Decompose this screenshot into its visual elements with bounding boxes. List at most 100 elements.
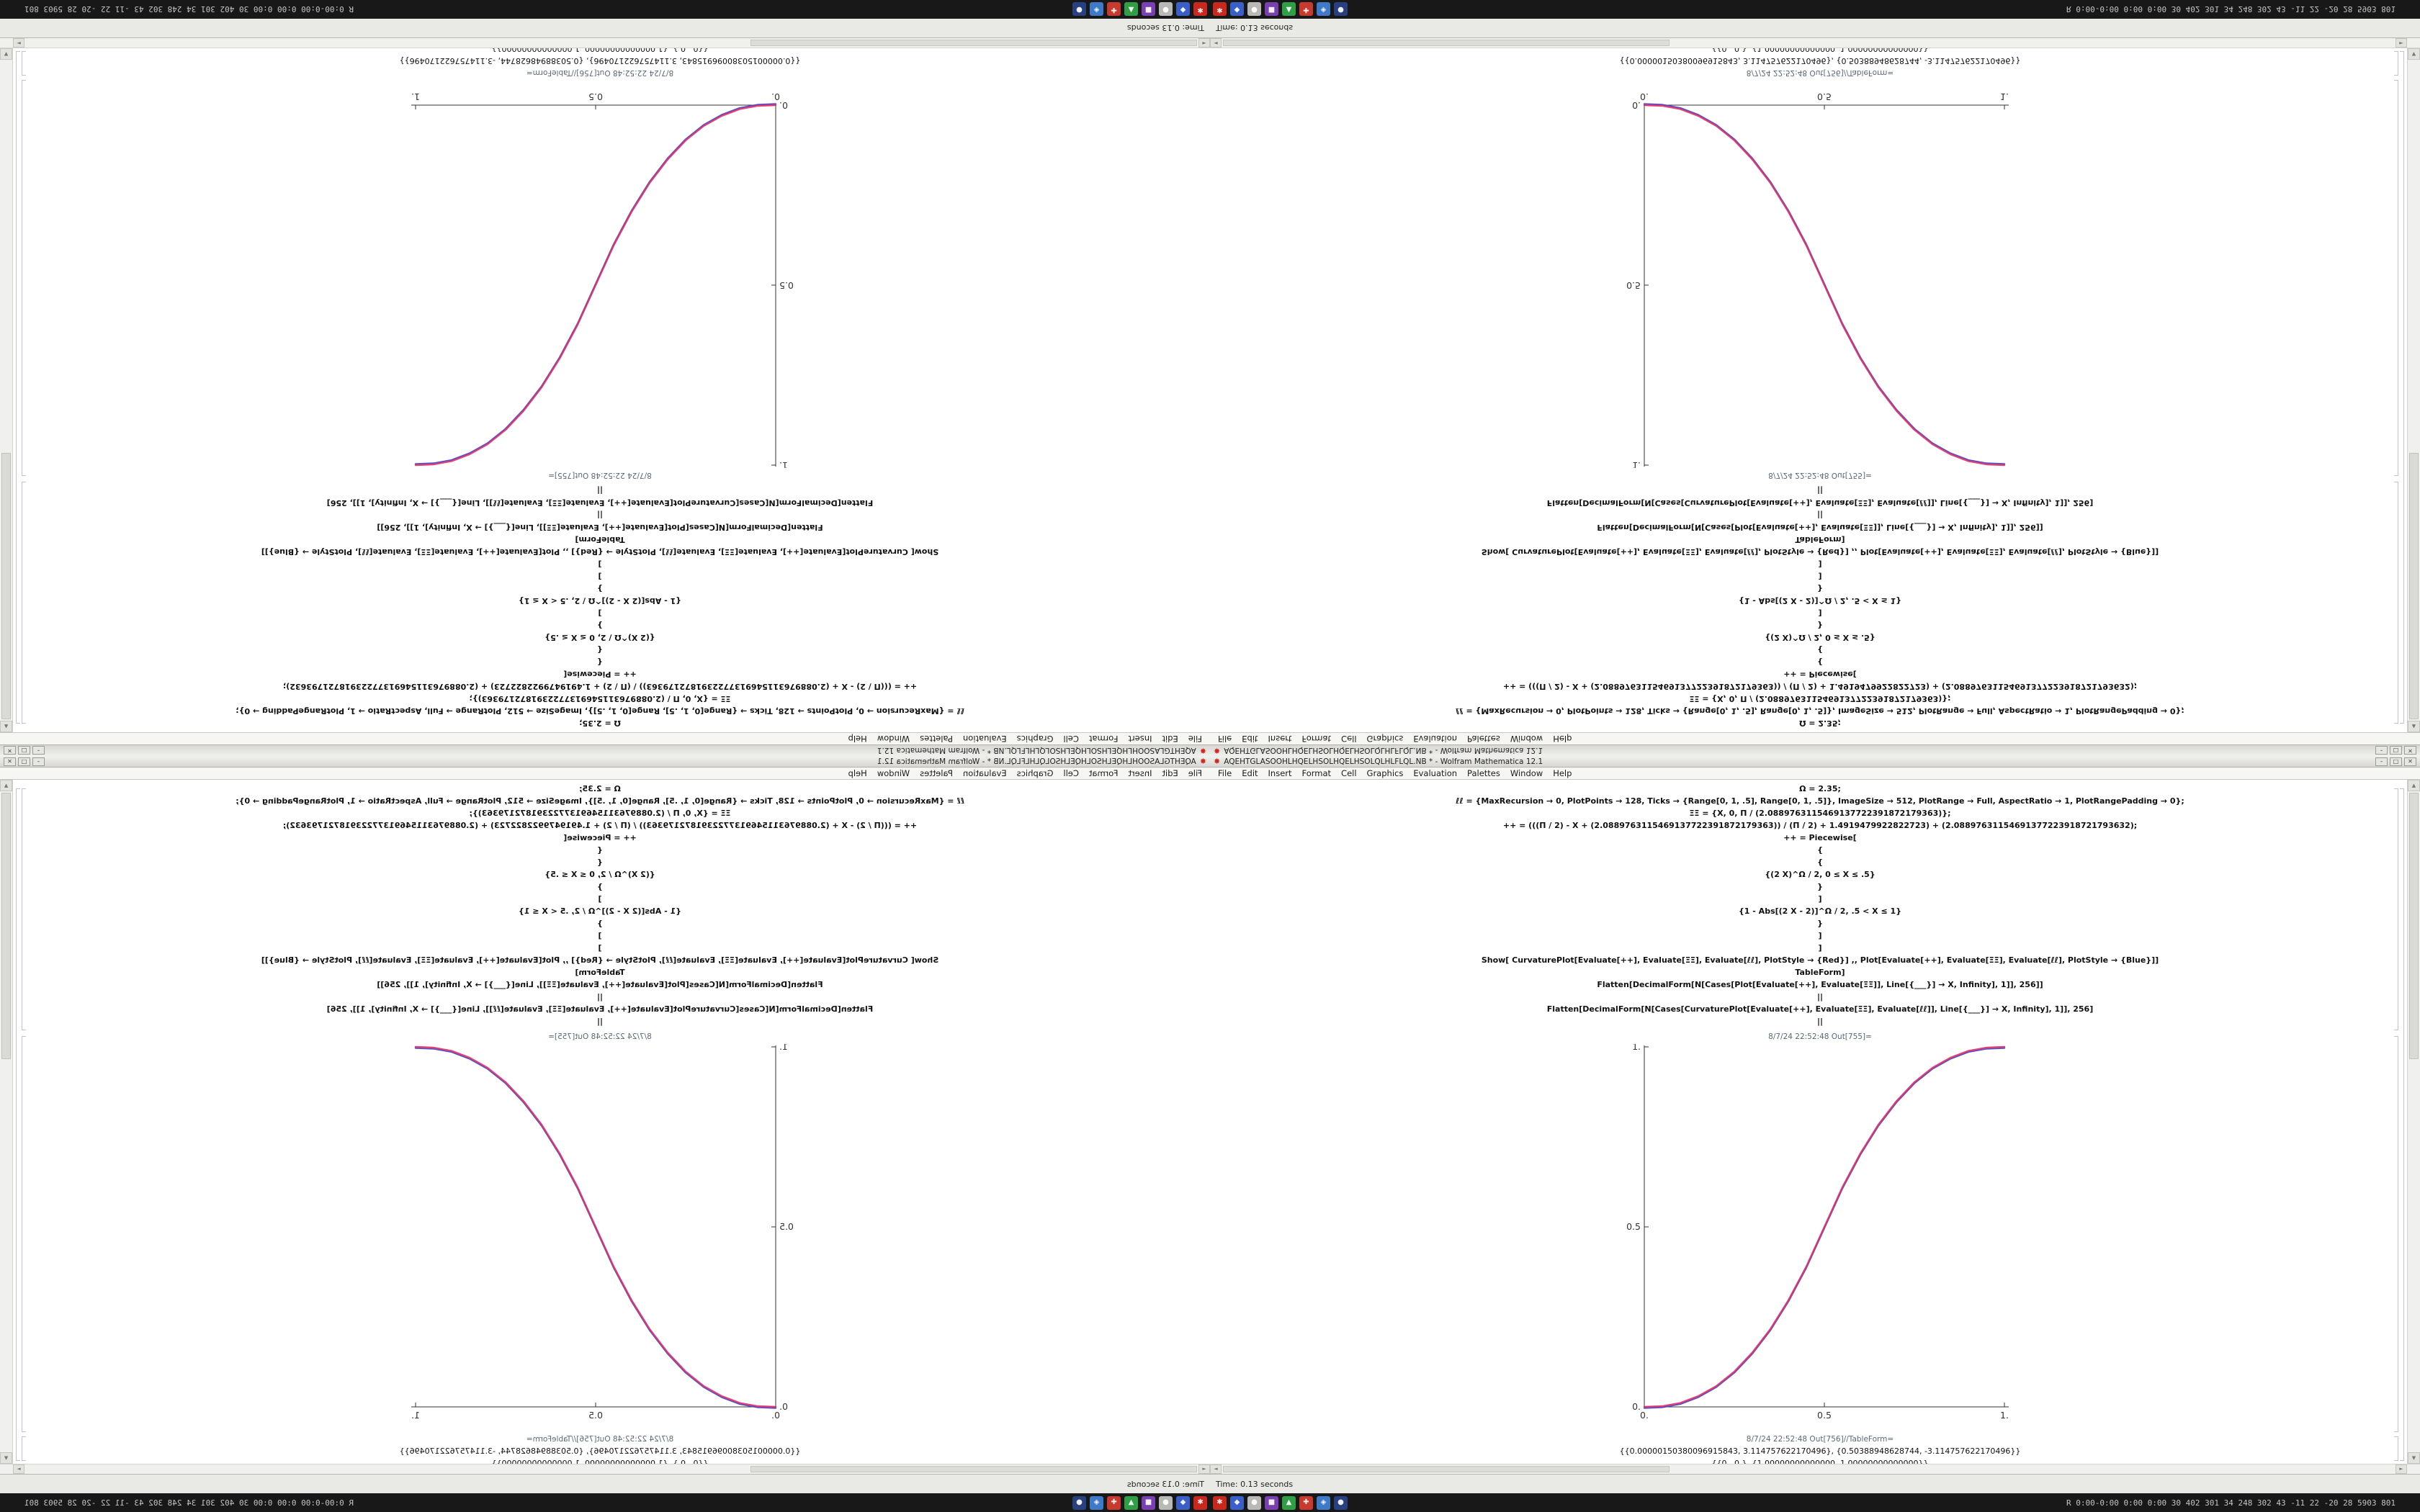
cell-bracket-out-755[interactable]: [22, 1036, 26, 1432]
close-button[interactable]: ✕: [4, 746, 16, 755]
input-cell-line[interactable]: ]: [598, 931, 602, 940]
menu-file[interactable]: File: [1218, 734, 1232, 744]
taskbar-app-icon[interactable]: ✱: [1213, 2, 1227, 17]
menu-window[interactable]: Window: [877, 734, 910, 744]
vertical-scroll-thumb[interactable]: [1, 453, 11, 719]
menu-format[interactable]: Format: [1088, 734, 1119, 744]
taskbar-app-icon[interactable]: ■: [1142, 1495, 1155, 1510]
taskbar-app-icon[interactable]: ●: [1334, 2, 1348, 17]
horizontal-scrollbar[interactable]: ◄ ►: [0, 1464, 1210, 1474]
scroll-left-icon[interactable]: ◄: [1198, 1464, 1210, 1474]
maximize-button[interactable]: □: [2390, 746, 2402, 755]
horizontal-scroll-thumb[interactable]: [1223, 1466, 1670, 1472]
taskbar-app-icon[interactable]: ●: [1247, 2, 1261, 17]
menu-format[interactable]: Format: [1301, 768, 1332, 778]
menu-palettes[interactable]: Palettes: [920, 734, 953, 744]
taskbar-app-icon[interactable]: ✚: [1107, 1495, 1121, 1510]
scroll-up-icon[interactable]: ▲: [0, 780, 12, 791]
input-cell-line[interactable]: }: [597, 919, 603, 928]
menu-evaluation[interactable]: Evaluation: [1413, 734, 1458, 744]
taskbar-app-icon[interactable]: ●: [1334, 1495, 1348, 1510]
horizontal-scrollbar[interactable]: ◄ ►: [1210, 1464, 2420, 1474]
menu-edit[interactable]: Edit: [1242, 734, 1258, 744]
cell-bracket-group[interactable]: [2400, 51, 2404, 724]
cell-bracket-group[interactable]: [16, 788, 20, 1461]
input-cell-line[interactable]: ℓℓ = {MaxRecursion → 0, PlotPoints → 128…: [236, 796, 964, 806]
input-cell-line[interactable]: Flatten[DecimalForm[N[Cases[Plot[Evaluat…: [1597, 980, 2043, 989]
taskbar-app-icon[interactable]: ✚: [1299, 1495, 1313, 1510]
taskbar-app-icon[interactable]: ◆: [1176, 2, 1190, 17]
horizontal-scroll-thumb[interactable]: [750, 40, 1197, 46]
close-button[interactable]: ✕: [2404, 757, 2416, 766]
input-cell-line[interactable]: ΞΞ = {X, 0, Π / (2.088976311546913772239…: [1689, 809, 1951, 818]
horizontal-scroll-thumb[interactable]: [1223, 40, 1670, 46]
menu-file[interactable]: File: [1188, 768, 1202, 778]
taskbar-app-icon[interactable]: ✱: [1193, 2, 1207, 17]
cell-bracket-out-756[interactable]: [2394, 51, 2398, 76]
taskbar-app-icon[interactable]: ●: [1072, 2, 1086, 17]
taskbar-app-icon[interactable]: ●: [1072, 1495, 1086, 1510]
input-cell-line[interactable]: ℓℓ = {MaxRecursion → 0, PlotPoints → 128…: [236, 706, 964, 716]
taskbar-app-icon[interactable]: ●: [1247, 1495, 1261, 1510]
menu-edit[interactable]: Edit: [1162, 734, 1178, 744]
menu-window[interactable]: Window: [1510, 734, 1543, 744]
input-cell-line[interactable]: ]: [1818, 943, 1822, 953]
cell-bracket-inputs[interactable]: [22, 788, 26, 1030]
cell-bracket-inputs[interactable]: [2394, 788, 2398, 1030]
notebook-content[interactable]: Ω = 2.35; ℓℓ = {MaxRecursion → 0, PlotPo…: [0, 780, 1210, 1464]
taskbar-app-icon[interactable]: ▲: [1124, 2, 1138, 17]
input-cell-line[interactable]: {1 - Abs[(2 X - 2)]^Ω / 2, .5 < X ≤ 1}: [518, 596, 682, 606]
scroll-down-icon[interactable]: ▼: [2408, 48, 2420, 60]
horizontal-scroll-thumb[interactable]: [750, 1466, 1197, 1472]
menu-help[interactable]: Help: [1553, 768, 1572, 778]
input-cell-line[interactable]: ||: [1816, 992, 1824, 1002]
menu-file[interactable]: File: [1218, 768, 1232, 778]
input-cell-line[interactable]: }: [597, 584, 603, 593]
input-cell-line[interactable]: }: [597, 882, 603, 891]
taskbar-app-icon[interactable]: ■: [1265, 1495, 1278, 1510]
menu-window[interactable]: Window: [877, 768, 910, 778]
menu-cell[interactable]: Cell: [1063, 734, 1079, 744]
input-cell-line[interactable]: {1 - Abs[(2 X - 2)]^Ω / 2, .5 < X ≤ 1}: [1738, 906, 1902, 916]
input-cell-line[interactable]: {1 - Abs[(2 X - 2)]^Ω / 2, .5 < X ≤ 1}: [518, 906, 682, 916]
input-cell-line[interactable]: ℓℓ = {MaxRecursion → 0, PlotPoints → 128…: [1456, 796, 2184, 806]
taskbar-app-icon[interactable]: ◈: [1090, 2, 1103, 17]
maximize-button[interactable]: □: [18, 757, 30, 766]
input-cell-line[interactable]: ++ = Piecewise[: [563, 670, 637, 679]
input-cell-line[interactable]: }: [597, 621, 603, 630]
menu-cell[interactable]: Cell: [1341, 734, 1357, 744]
vertical-scroll-thumb[interactable]: [2409, 793, 2419, 1059]
menu-palettes[interactable]: Palettes: [1467, 734, 1500, 744]
taskbar-app-icon[interactable]: ■: [1265, 2, 1278, 17]
input-cell-line[interactable]: {: [597, 858, 603, 867]
input-cell-line[interactable]: {: [597, 657, 603, 667]
cell-bracket-group[interactable]: [16, 51, 20, 724]
scroll-up-icon[interactable]: ▲: [2408, 780, 2420, 791]
input-cell-line[interactable]: ++ = Piecewise[: [1783, 833, 1857, 842]
input-cell-line[interactable]: Flatten[DecimalForm[N[Cases[CurvaturePlo…: [1546, 1004, 2094, 1014]
menu-file[interactable]: File: [1188, 734, 1202, 744]
input-cell-line[interactable]: }: [1817, 882, 1823, 891]
notebook-content[interactable]: Ω = 2.35; ℓℓ = {MaxRecursion → 0, PlotPo…: [1210, 780, 2420, 1464]
minimize-button[interactable]: –: [2375, 746, 2388, 755]
menu-graphics[interactable]: Graphics: [1016, 768, 1054, 778]
input-cell-line[interactable]: ΞΞ = {X, 0, Π / (2.088976311546913772239…: [469, 809, 731, 818]
input-cell-line[interactable]: ]: [1818, 559, 1822, 569]
scroll-left-icon[interactable]: ◄: [1210, 1464, 1222, 1474]
cell-bracket-out-755[interactable]: [2394, 80, 2398, 476]
menu-format[interactable]: Format: [1301, 734, 1332, 744]
input-cell-line[interactable]: ||: [1816, 486, 1824, 495]
menu-window[interactable]: Window: [1510, 768, 1543, 778]
vertical-scroll-thumb[interactable]: [1, 793, 11, 1059]
input-cell-line[interactable]: {: [1817, 845, 1823, 855]
taskbar-app-icon[interactable]: ●: [1159, 2, 1173, 17]
input-cell-line[interactable]: Ω = 2.35;: [579, 719, 621, 728]
minimize-button[interactable]: –: [32, 746, 45, 755]
input-cell-line[interactable]: TableForm]: [1795, 968, 1845, 977]
input-cell-line[interactable]: Show[ CurvaturePlot[Evaluate[++], Evalua…: [1481, 547, 2159, 557]
input-cell-line[interactable]: Flatten[DecimalForm[N[Cases[Plot[Evaluat…: [377, 980, 823, 989]
menu-help[interactable]: Help: [848, 734, 867, 744]
input-cell-line[interactable]: ||: [596, 1017, 604, 1026]
minimize-button[interactable]: –: [32, 757, 45, 766]
input-cell-line[interactable]: Flatten[DecimalForm[N[Cases[Plot[Evaluat…: [1597, 523, 2043, 532]
